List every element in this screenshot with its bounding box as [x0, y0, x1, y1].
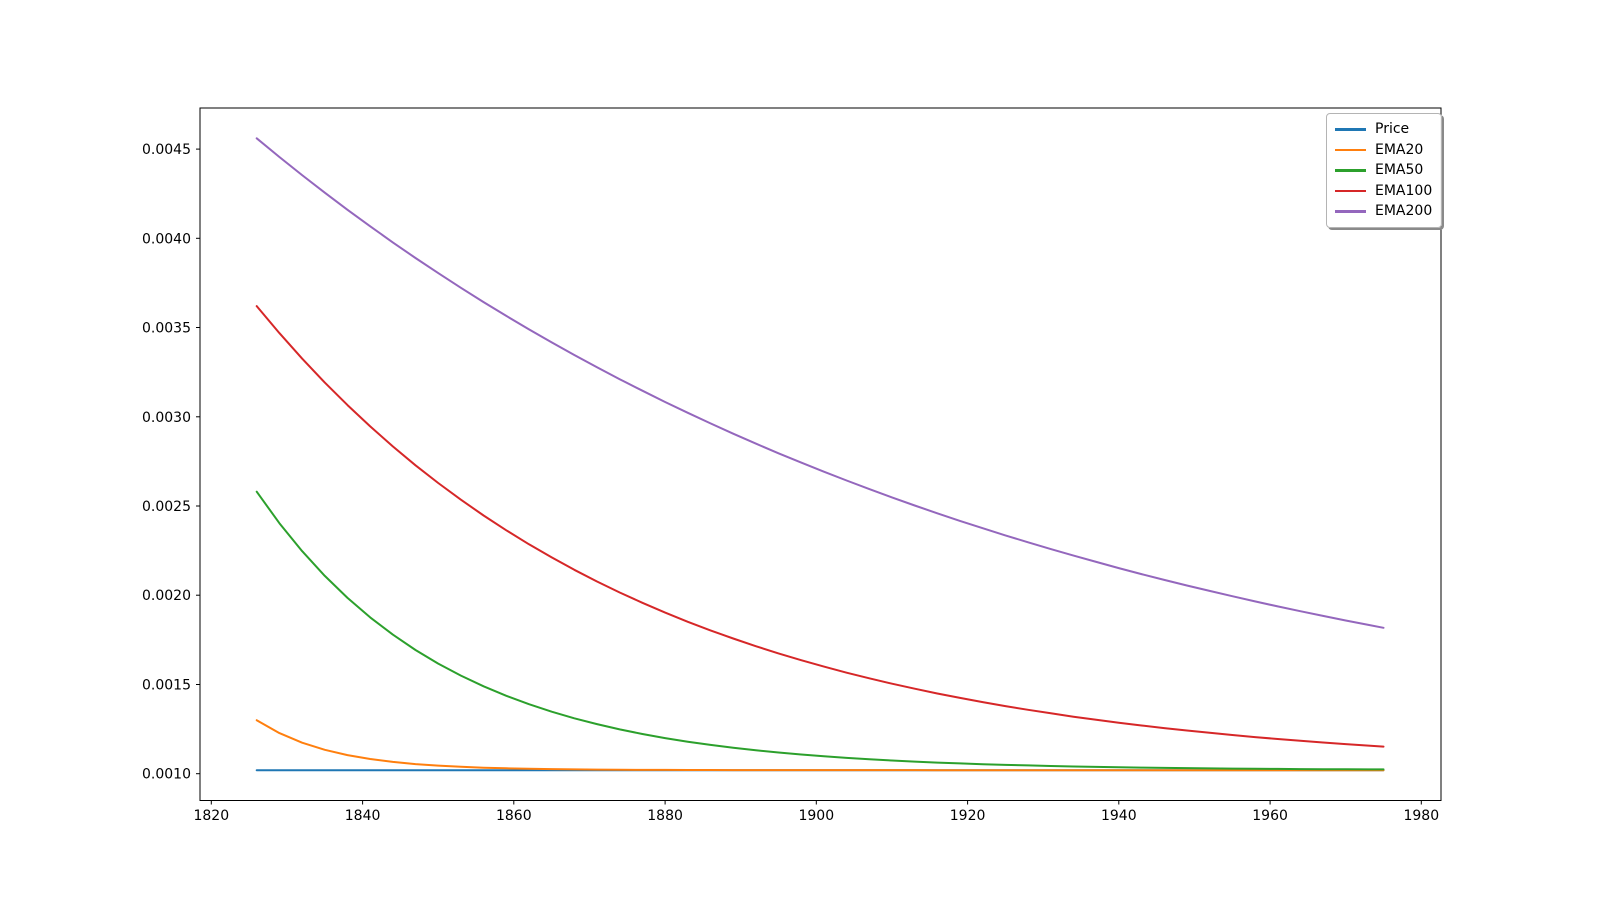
- y-tick-label: 0.0040: [142, 231, 191, 247]
- series-line-ema100: [255, 305, 1385, 748]
- x-tick-label: 1920: [950, 808, 986, 824]
- legend-label: EMA200: [1375, 203, 1433, 220]
- series-line-ema50: [255, 490, 1385, 771]
- legend-line-swatch: [1335, 189, 1366, 192]
- legend-item: EMA100: [1335, 181, 1432, 202]
- x-tick-label: 1860: [496, 808, 532, 824]
- legend-line-swatch: [1335, 128, 1366, 131]
- y-tick-label: 0.0020: [142, 588, 191, 604]
- y-tick-label: 0.0025: [142, 499, 191, 515]
- legend: Price EMA20 EMA50 EMA100 EMA200: [1326, 113, 1443, 228]
- series-line-ema200: [255, 137, 1385, 629]
- legend-line-swatch: [1335, 210, 1366, 213]
- x-tick-label: 1980: [1403, 808, 1439, 824]
- y-tick-label: 0.0015: [142, 678, 191, 694]
- legend-line-swatch: [1335, 169, 1366, 172]
- legend-line-swatch: [1335, 148, 1366, 151]
- x-tick-label: 1960: [1252, 808, 1288, 824]
- legend-item: EMA20: [1335, 140, 1432, 161]
- legend-label: Price: [1375, 121, 1410, 138]
- x-tick-label: 1840: [345, 808, 381, 824]
- legend-label: EMA50: [1375, 162, 1424, 179]
- legend-item: EMA50: [1335, 160, 1432, 181]
- series-line-ema20: [255, 719, 1385, 772]
- x-tick-label: 1900: [798, 808, 834, 824]
- y-tick-label: 0.0045: [142, 142, 191, 158]
- x-tick-label: 1880: [647, 808, 683, 824]
- axes-border: [199, 107, 1442, 801]
- y-tick-label: 0.0035: [142, 321, 191, 337]
- x-tick-label: 1940: [1101, 808, 1137, 824]
- legend-label: EMA100: [1375, 182, 1433, 199]
- x-tick-label: 1820: [193, 808, 229, 824]
- legend-item: EMA200: [1335, 201, 1432, 222]
- y-tick-label: 0.0010: [142, 767, 191, 783]
- legend-item: Price: [1335, 119, 1432, 140]
- y-tick-label: 0.0030: [142, 410, 191, 426]
- legend-label: EMA20: [1375, 141, 1424, 158]
